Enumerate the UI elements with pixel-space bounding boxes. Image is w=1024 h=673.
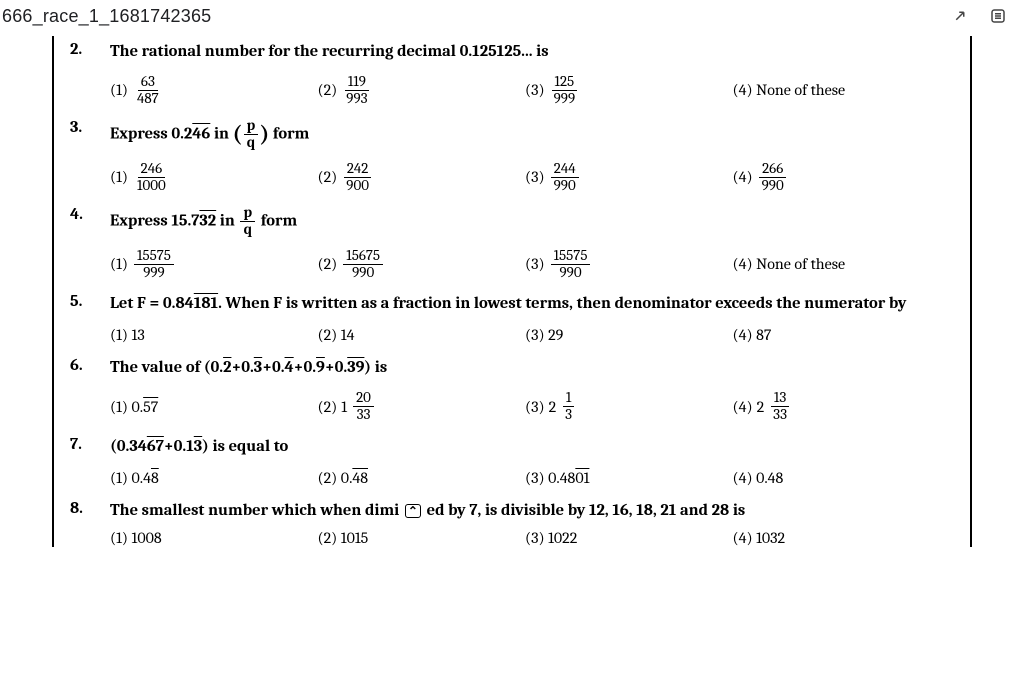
option-3: (3)15575990 — [525, 248, 733, 281]
option-2: (2) 12033 — [318, 390, 526, 423]
option-3: (3) 213 — [525, 390, 733, 423]
option-4: (4) 0.48 — [733, 469, 941, 487]
question-number: 8. — [64, 499, 110, 523]
option-4: (4)266990 — [733, 161, 941, 194]
topbar: 666_race_1_1681742365 — [0, 0, 1024, 28]
question-4: 4. Express 15.732 in pq form — [64, 205, 940, 238]
question-5: 5. Let F = 0.84181. When F is written as… — [64, 292, 940, 316]
document-sheet: 2. The rational number for the recurring… — [52, 36, 972, 547]
option-3: (3) 0.4801 — [525, 469, 733, 487]
option-3: (3)244990 — [525, 161, 733, 194]
question-8-options: (1) 1008 (2) 1015 (3) 1022 (4) 1032 — [110, 529, 940, 547]
option-label: (4) None of these — [733, 81, 846, 99]
option-label: (3) — [525, 81, 545, 99]
question-number: 3. — [64, 118, 110, 151]
option-label: (2) — [318, 81, 338, 99]
option-1: (1)15575999 — [110, 248, 318, 281]
option-4: (4) None of these — [733, 74, 941, 107]
question-number: 7. — [64, 435, 110, 459]
top-actions — [950, 6, 1008, 26]
question-text: Express 15.732 in pq form — [110, 205, 940, 238]
option-2: (2) 119993 — [318, 74, 526, 107]
fraction: 125999 — [551, 74, 579, 107]
option-2: (2) 1015 — [318, 529, 526, 547]
expand-icon[interactable] — [950, 6, 970, 26]
pq-form: pq — [238, 205, 257, 238]
option-4: (4) 1032 — [733, 529, 941, 547]
question-text: The value of (0.2+0.3+0.4+0.9+0.39) is — [110, 356, 940, 380]
option-2: (2)15675990 — [318, 248, 526, 281]
option-2: (2) 14 — [318, 326, 526, 344]
content-area: 2. The rational number for the recurring… — [0, 28, 1024, 547]
question-text: The smallest number which when dimi ⌃ ed… — [110, 499, 940, 523]
question-3: 3. Express 0.246 in ( pq ) form — [64, 118, 940, 151]
question-text: Express 0.246 in ( pq ) form — [110, 118, 940, 151]
option-1: (1) 63487 — [110, 74, 318, 107]
question-7: 7. (0.3467+0.13) is equal to — [64, 435, 940, 459]
question-number: 5. — [64, 292, 110, 316]
question-text: (0.3467+0.13) is equal to — [110, 435, 940, 459]
question-7-options: (1) 0.48 (2) 0.48 (3) 0.4801 (4) 0.48 — [110, 469, 940, 487]
option-1: (1) 13 — [110, 326, 318, 344]
question-3-options: (1)2461000 (2)242900 (3)244990 (4)266990 — [110, 161, 940, 194]
question-number: 6. — [64, 356, 110, 380]
option-2: (2)242900 — [318, 161, 526, 194]
question-number: 2. — [64, 40, 110, 64]
document-title: 666_race_1_1681742365 — [0, 6, 211, 27]
question-8: 8. The smallest number which when dimi ⌃… — [64, 499, 940, 523]
option-4: (4) 87 — [733, 326, 941, 344]
question-text: Let F = 0.84181. When F is written as a … — [110, 292, 940, 316]
option-1: (1)2461000 — [110, 161, 318, 194]
question-6: 6. The value of (0.2+0.3+0.4+0.9+0.39) i… — [64, 356, 940, 380]
option-4: (4) 21333 — [733, 390, 941, 423]
option-3: (3) 1022 — [525, 529, 733, 547]
option-label: (1) — [110, 81, 128, 99]
option-1: (1) 0.48 — [110, 469, 318, 487]
pq-form: ( pq ) — [233, 118, 270, 151]
option-1: (1) 1008 — [110, 529, 318, 547]
fraction: 63487 — [134, 74, 162, 107]
question-2: 2. The rational number for the recurring… — [64, 40, 940, 64]
option-3: (3) 29 — [525, 326, 733, 344]
menu-collapse-icon[interactable] — [988, 6, 1008, 26]
question-4-options: (1)15575999 (2)15675990 (3)15575990 (4) … — [110, 248, 940, 281]
question-text: The rational number for the recurring de… — [110, 40, 940, 64]
option-3: (3) 125999 — [525, 74, 733, 107]
option-2: (2) 0.48 — [318, 469, 526, 487]
option-4: (4) None of these — [733, 248, 941, 281]
question-6-options: (1) 0.57 (2) 12033 (3) 213 (4) 21333 — [110, 390, 940, 423]
option-1: (1) 0.57 — [110, 390, 318, 423]
fraction: 119993 — [343, 74, 370, 107]
question-5-options: (1) 13 (2) 14 (3) 29 (4) 87 — [110, 326, 940, 344]
question-number: 4. — [64, 205, 110, 238]
question-2-options: (1) 63487 (2) 119993 (3) 125999 (4) None… — [110, 74, 940, 107]
chevron-up-icon: ⌃ — [405, 504, 421, 518]
